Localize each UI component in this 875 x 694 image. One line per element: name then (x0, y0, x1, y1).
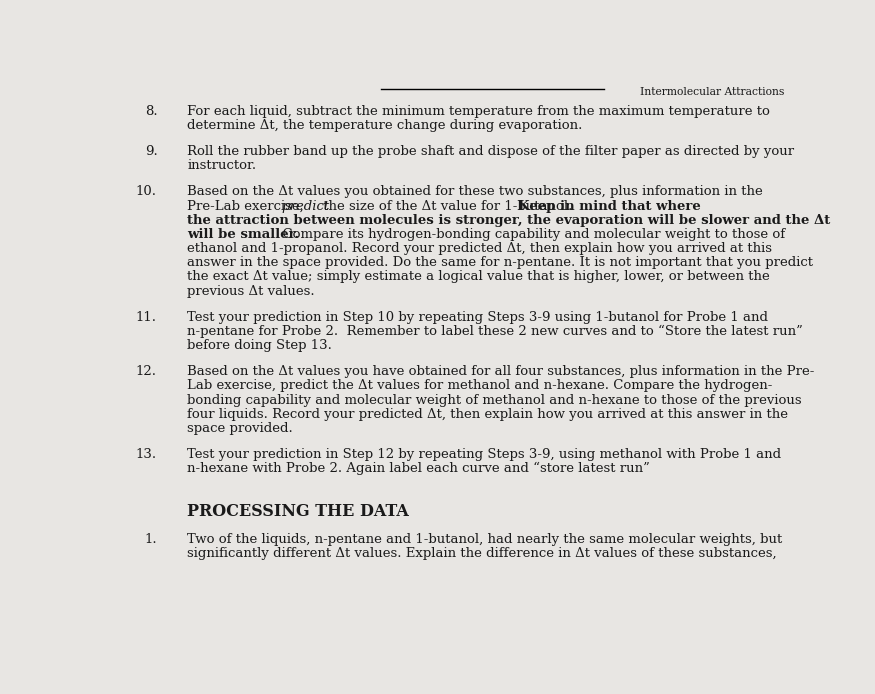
Text: before doing Step 13.: before doing Step 13. (187, 339, 332, 352)
Text: the exact Δt value; simply estimate a logical value that is higher, lower, or be: the exact Δt value; simply estimate a lo… (187, 271, 770, 283)
Text: For each liquid, subtract the minimum temperature from the maximum temperature t: For each liquid, subtract the minimum te… (187, 105, 770, 118)
Text: 13.: 13. (135, 448, 157, 461)
Text: 11.: 11. (135, 311, 156, 323)
Text: n-hexane with Probe 2. Again label each curve and “store latest run”: n-hexane with Probe 2. Again label each … (187, 462, 650, 475)
Text: 1.: 1. (144, 532, 158, 545)
Text: ethanol and 1-propanol. Record your predicted Δt, then explain how you arrived a: ethanol and 1-propanol. Record your pred… (187, 242, 773, 255)
Text: n-pentane for Probe 2.  Remember to label these 2 new curves and to “Store the l: n-pentane for Probe 2. Remember to label… (187, 325, 803, 338)
Text: Based on the Δt values you obtained for these two substances, plus information i: Based on the Δt values you obtained for … (187, 185, 763, 198)
Text: significantly different Δt values. Explain the difference in Δt values of these : significantly different Δt values. Expla… (187, 547, 777, 560)
Text: 12.: 12. (135, 365, 156, 378)
Text: Based on the Δt values you have obtained for all four substances, plus informati: Based on the Δt values you have obtained… (187, 365, 815, 378)
Text: predict: predict (281, 200, 329, 212)
Text: the size of the Δt value for 1-butanol.: the size of the Δt value for 1-butanol. (318, 200, 576, 212)
Text: Pre-Lab exercise,: Pre-Lab exercise, (187, 200, 308, 212)
Text: PROCESSING THE DATA: PROCESSING THE DATA (187, 503, 410, 520)
Text: four liquids. Record your predicted Δt, then explain how you arrived at this ans: four liquids. Record your predicted Δt, … (187, 407, 788, 421)
Text: Lab exercise, predict the Δt values for methanol and n-hexane. Compare the hydro: Lab exercise, predict the Δt values for … (187, 380, 773, 392)
Text: bonding capability and molecular weight of methanol and n-hexane to those of the: bonding capability and molecular weight … (187, 393, 802, 407)
Text: Roll the rubber band up the probe shaft and dispose of the filter paper as direc: Roll the rubber band up the probe shaft … (187, 145, 794, 158)
Text: Test your prediction in Step 12 by repeating Steps 3-9, using methanol with Prob: Test your prediction in Step 12 by repea… (187, 448, 781, 461)
Text: space provided.: space provided. (187, 422, 293, 435)
Text: determine Δt, the temperature change during evaporation.: determine Δt, the temperature change dur… (187, 119, 583, 132)
Text: will be smaller.: will be smaller. (187, 228, 299, 241)
Text: the attraction between molecules is stronger, the evaporation will be slower and: the attraction between molecules is stro… (187, 214, 830, 227)
Text: Test your prediction in Step 10 by repeating Steps 3-9 using 1-butanol for Probe: Test your prediction in Step 10 by repea… (187, 311, 768, 323)
Text: 8.: 8. (144, 105, 158, 118)
Text: Intermolecular Attractions: Intermolecular Attractions (640, 87, 784, 97)
Text: Keep in mind that where: Keep in mind that where (518, 200, 701, 212)
Text: previous Δt values.: previous Δt values. (187, 285, 315, 298)
Text: Two of the liquids, n-pentane and 1-butanol, had nearly the same molecular weigh: Two of the liquids, n-pentane and 1-buta… (187, 532, 782, 545)
Text: answer in the space provided. Do the same for n-pentane. It is not important tha: answer in the space provided. Do the sam… (187, 256, 814, 269)
Text: 9.: 9. (144, 145, 158, 158)
Text: instructor.: instructor. (187, 159, 256, 172)
Text: 10.: 10. (135, 185, 156, 198)
Text: Compare its hydrogen-bonding capability and molecular weight to those of: Compare its hydrogen-bonding capability … (274, 228, 786, 241)
